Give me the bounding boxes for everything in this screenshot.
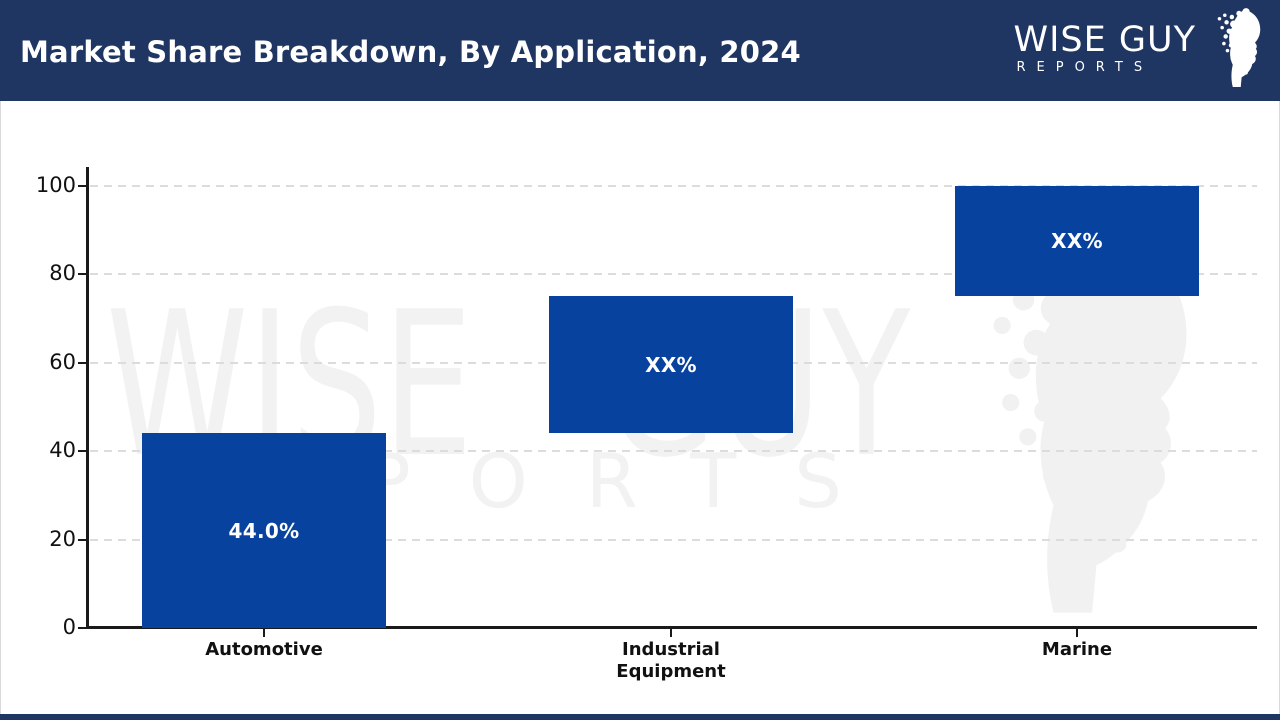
- y-axis-line: [86, 167, 89, 629]
- logo-name: WISE GUY: [1013, 20, 1196, 60]
- y-tick-label: 0: [62, 615, 76, 639]
- logo-subtitle: REPORTS: [1016, 60, 1154, 75]
- bar-automotive: 44.0%: [142, 433, 386, 628]
- x-axis-line: [86, 626, 1257, 629]
- y-tick-label: 60: [49, 349, 76, 374]
- left-border: [0, 101, 1, 714]
- y-tick-label: 40: [49, 438, 76, 462]
- y-tick-mark: [78, 627, 86, 629]
- logo-text: WISE GUY REPORTS: [1013, 21, 1196, 75]
- bar-industrial-equipment: XX%: [549, 296, 793, 434]
- y-tick-mark: [78, 184, 86, 187]
- bar-marine: XX%: [955, 185, 1199, 297]
- logo-face-icon: [1200, 8, 1262, 88]
- x-tick-mark: [1076, 629, 1078, 637]
- gridline-100: [90, 184, 1257, 187]
- category-label-industrial-equipment: Industrial Equipment: [616, 639, 726, 682]
- bar-value-label: XX%: [645, 352, 697, 377]
- category-label-marine: Marine: [1041, 639, 1113, 660]
- y-tick-mark: [78, 538, 86, 541]
- header-bar: Market Share Breakdown, By Application, …: [0, 0, 1280, 101]
- gridline-80: [90, 273, 1257, 275]
- wise-guy-logo: WISE GUY REPORTS: [1013, 8, 1262, 88]
- y-tick-mark: [78, 273, 86, 275]
- category-label-automotive: Automotive: [205, 639, 323, 660]
- x-tick-mark: [263, 629, 265, 637]
- y-tick-label: 80: [49, 261, 76, 285]
- bar-value-label: 44.0%: [228, 518, 300, 543]
- bar-value-label: XX%: [1051, 228, 1103, 253]
- gridline-20: [90, 538, 1257, 541]
- y-tick-label: 20: [49, 526, 76, 551]
- footer-strip: [0, 714, 1280, 720]
- y-tick-mark: [78, 450, 86, 452]
- gridline-40: [90, 450, 1257, 452]
- y-tick-label: 100: [35, 172, 76, 197]
- y-tick-mark: [78, 361, 86, 364]
- page-title: Market Share Breakdown, By Application, …: [20, 35, 801, 69]
- x-tick-mark: [670, 629, 672, 637]
